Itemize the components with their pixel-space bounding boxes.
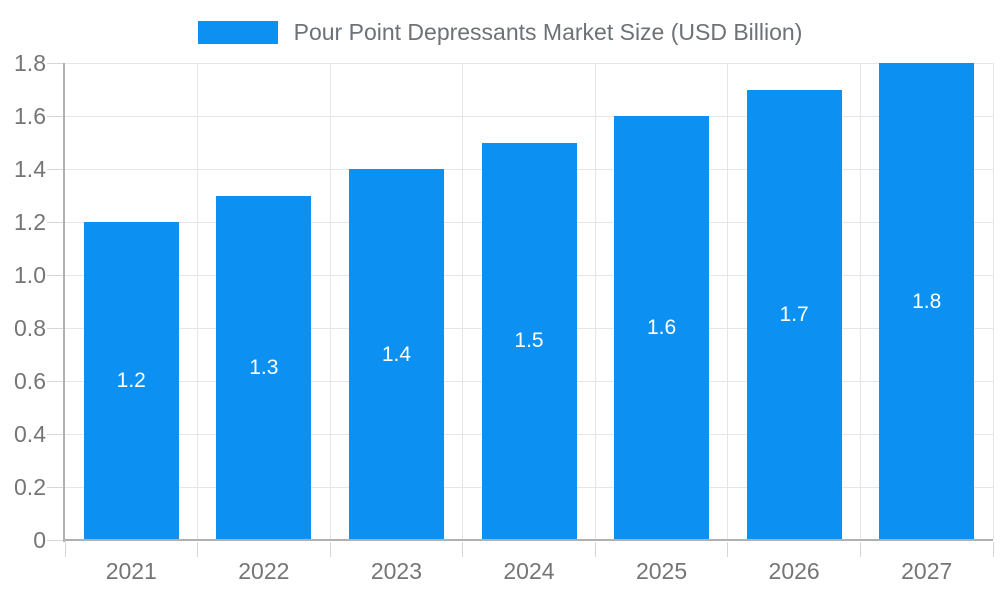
bar-value-label: 1.5: [514, 329, 544, 353]
gridline-horizontal: [65, 62, 993, 64]
gridline-vertical: [329, 63, 331, 540]
y-axis-label: 1.2: [14, 209, 46, 235]
x-axis-tick: [727, 542, 729, 557]
y-axis-tick: [47, 539, 65, 541]
gridline-vertical: [992, 63, 994, 540]
bar-value-label: 1.8: [912, 289, 942, 313]
y-axis-label: 1.8: [14, 50, 46, 76]
y-axis-label: 0.6: [14, 368, 46, 394]
y-axis-tick: [47, 115, 65, 117]
y-axis-tick: [47, 62, 65, 64]
x-axis-tick: [594, 542, 596, 557]
y-axis-label: 0.8: [14, 315, 46, 341]
y-axis-tick: [47, 486, 65, 488]
y-axis-label: 0.4: [14, 421, 46, 447]
bar-value-label: 1.7: [779, 302, 809, 326]
bar-2025[interactable]: [614, 116, 710, 540]
x-axis-label-2022: 2022: [238, 558, 290, 584]
y-axis-label: 0.2: [14, 474, 46, 500]
bar-value-label: 1.6: [646, 316, 677, 339]
bar-value-label: 1.4: [381, 342, 412, 366]
bar-2026[interactable]: [746, 89, 842, 540]
x-axis-line: [63, 539, 993, 541]
bar-2023[interactable]: [348, 169, 444, 540]
y-axis-tick: [47, 221, 65, 223]
y-axis-tick: [47, 380, 65, 382]
bar-2024[interactable]: [481, 142, 577, 540]
y-axis-tick: [47, 168, 65, 170]
x-axis-tick: [992, 542, 994, 557]
x-axis-label-2027: 2027: [901, 558, 953, 584]
y-axis-label: 1.6: [14, 103, 46, 129]
y-axis-label: 1.4: [14, 156, 46, 182]
y-axis-tick: [47, 327, 65, 329]
bar-2022[interactable]: [216, 195, 312, 540]
legend-label: Pour Point Depressants Market Size (USD …: [293, 19, 803, 45]
gridline-vertical: [859, 63, 861, 540]
x-axis-tick: [197, 542, 199, 557]
gridline-vertical: [594, 63, 596, 540]
bar-2021[interactable]: [83, 222, 179, 540]
y-axis-label: 1.0: [14, 262, 46, 288]
legend[interactable]: Pour Point Depressants Market Size (USD …: [0, 19, 1000, 46]
x-axis-tick: [462, 542, 464, 557]
x-axis-label-2021: 2021: [105, 558, 157, 584]
x-axis-tick: [329, 542, 331, 557]
y-axis-label: 0: [33, 527, 46, 553]
y-axis-line: [63, 63, 65, 542]
legend-swatch: [197, 21, 278, 44]
x-axis-label-2026: 2026: [768, 558, 820, 584]
y-axis-tick: [47, 433, 65, 435]
bar-2027[interactable]: [879, 63, 975, 540]
y-axis-tick: [47, 274, 65, 276]
bar-value-label: 1.3: [249, 355, 279, 379]
gridline-vertical: [197, 63, 199, 540]
x-axis-label-2023: 2023: [370, 558, 422, 584]
gridline-vertical: [462, 63, 464, 540]
x-axis-label-2024: 2024: [503, 558, 555, 584]
gridline-horizontal: [65, 115, 993, 117]
x-axis-label-2025: 2025: [635, 558, 688, 584]
bar-value-label: 1.2: [116, 369, 146, 392]
x-axis-tick: [64, 542, 66, 557]
x-axis-tick: [859, 542, 861, 557]
gridline-vertical: [727, 63, 729, 540]
